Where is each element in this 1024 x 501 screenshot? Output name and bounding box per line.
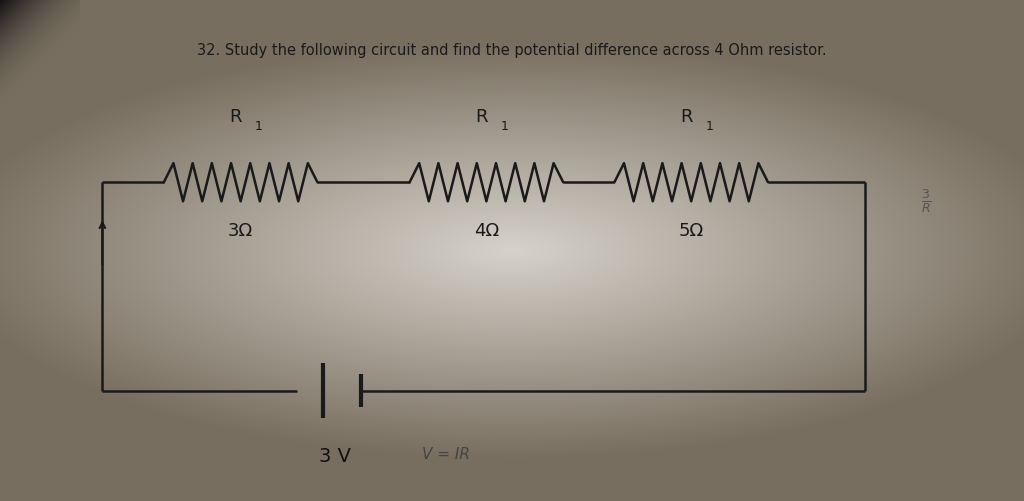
Text: 1: 1: [255, 120, 263, 133]
Text: 5Ω: 5Ω: [679, 221, 703, 239]
Text: V = IR: V = IR: [423, 446, 470, 461]
Text: 1: 1: [501, 120, 509, 133]
Text: R: R: [475, 107, 487, 125]
Text: R: R: [680, 107, 692, 125]
Text: $\frac{3}{R}$: $\frac{3}{R}$: [922, 186, 932, 214]
Text: 3Ω: 3Ω: [228, 221, 253, 239]
Text: 4Ω: 4Ω: [474, 221, 499, 239]
Text: R: R: [229, 107, 242, 125]
Text: 32. Study the following circuit and find the potential difference across 4 Ohm r: 32. Study the following circuit and find…: [198, 43, 826, 58]
Text: 3 V: 3 V: [319, 446, 351, 465]
Text: 1: 1: [706, 120, 714, 133]
